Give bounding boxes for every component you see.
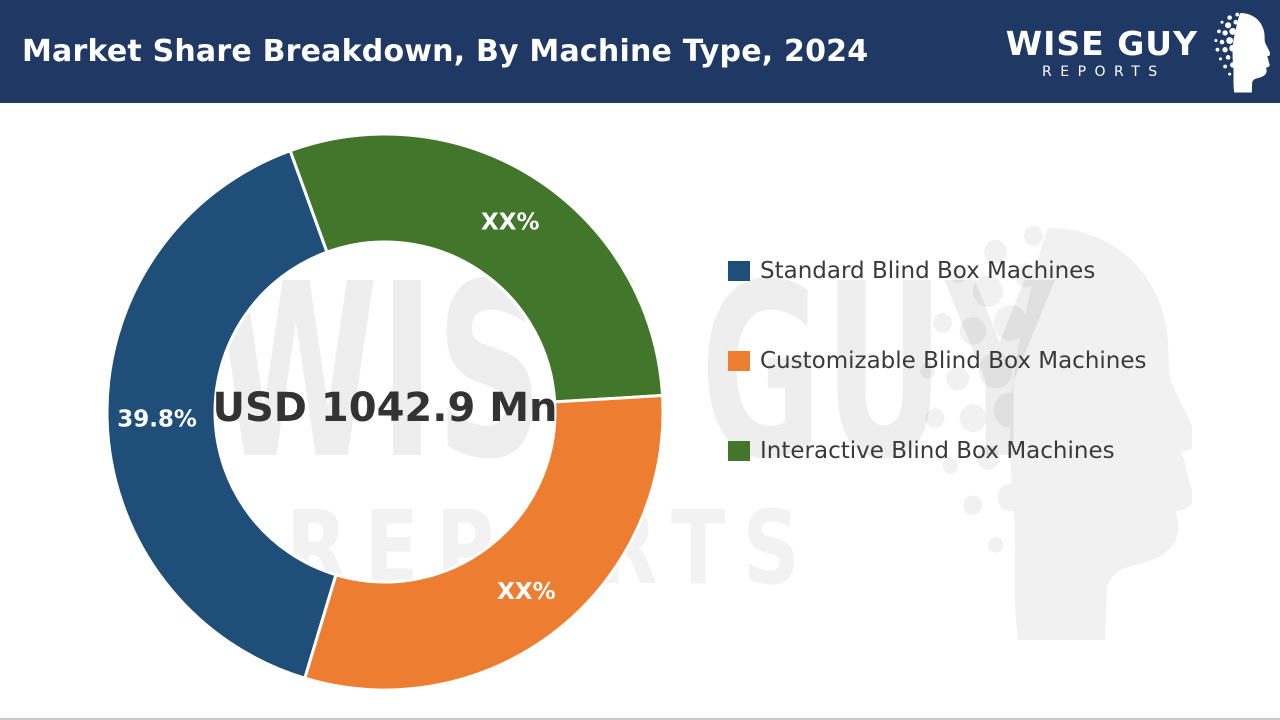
legend-swatch-green-icon (728, 441, 750, 461)
bottom-border (0, 718, 1280, 720)
legend-label: Customizable Blind Box Machines (760, 348, 1147, 374)
legend-label: Interactive Blind Box Machines (760, 438, 1115, 464)
logo-line1: WISE GUY (1005, 23, 1198, 63)
donut-slice-0 (288, 132, 665, 404)
wise-guy-reports-logo: WISE GUY REPORTS (1006, 10, 1280, 94)
legend-swatch-blue-icon (728, 261, 750, 281)
donut-chart: XX% 39.8% XX% (105, 132, 665, 692)
donut-slice-1 (105, 148, 338, 681)
slice-label-1: 39.8% (117, 406, 197, 432)
legend-item-interactive: Interactive Blind Box Machines (728, 437, 1147, 465)
chart-center-value: USD 1042.9 Mn (212, 385, 558, 431)
page-title: Market Share Breakdown, By Machine Type,… (22, 34, 869, 69)
chart-legend: Standard Blind Box Machines Customizable… (728, 257, 1147, 527)
legend-swatch-orange-icon (728, 351, 750, 371)
logo-text: WISE GUY REPORTS (1006, 24, 1198, 80)
logo-line2: REPORTS (1042, 63, 1166, 80)
legend-item-standard: Standard Blind Box Machines (728, 257, 1147, 285)
legend-label: Standard Blind Box Machines (760, 258, 1096, 284)
slice-label-2: XX% (497, 579, 556, 605)
slice-label-0: XX% (481, 209, 540, 235)
header-bar: Market Share Breakdown, By Machine Type,… (0, 0, 1280, 103)
donut-slice-2 (302, 393, 665, 692)
legend-item-customizable: Customizable Blind Box Machines (728, 347, 1147, 375)
watermark-face-icon (920, 225, 1192, 641)
logo-face-icon (1214, 12, 1270, 92)
